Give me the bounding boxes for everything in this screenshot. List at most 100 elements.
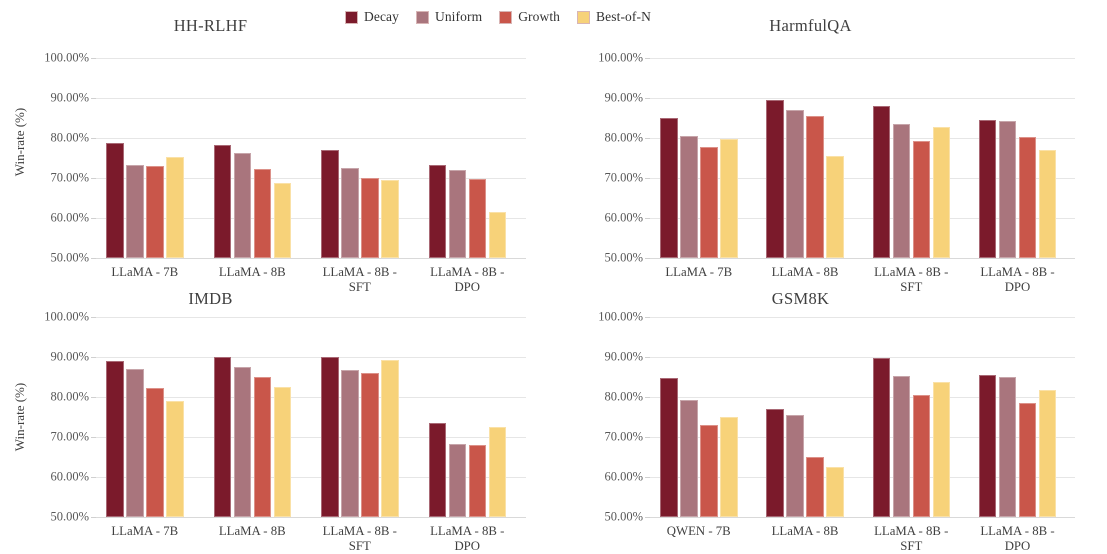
bar [806, 457, 824, 517]
x-axis-tick-label: LLaMA - 8B [771, 265, 839, 279]
x-axis-tick-label: LLaMA - 8B [218, 524, 286, 538]
x-axis-line [650, 517, 1075, 518]
bar [341, 168, 359, 258]
bar [381, 360, 399, 517]
bar [213, 357, 231, 517]
bar [468, 445, 486, 517]
bar [660, 118, 678, 258]
y-tick-label: 80.00% [604, 130, 643, 145]
x-axis-line [96, 258, 526, 259]
y-tick-mark [645, 218, 650, 219]
y-tick-mark [645, 98, 650, 99]
bar [321, 357, 339, 517]
bar [253, 168, 271, 258]
y-tick-mark [645, 58, 650, 59]
y-tick-label: 60.00% [604, 210, 643, 225]
bar [126, 165, 144, 258]
bar [700, 425, 718, 517]
bar [932, 382, 950, 517]
gridline [650, 477, 1075, 478]
y-tick-label: 70.00% [604, 170, 643, 185]
gridline [96, 138, 526, 139]
bar [806, 115, 824, 258]
legend-item-growth: Growth [499, 9, 560, 25]
y-tick-label: 60.00% [50, 210, 89, 225]
bar [146, 166, 164, 258]
y-tick-label: 70.00% [50, 429, 89, 444]
bar [361, 178, 379, 258]
bar [273, 387, 291, 517]
chart-panel-harmfulqa: HarmfulQA 100.00% 90.00% 80.00% 70.00% 60.00… [554, 14, 1107, 294]
y-tick-label: 90.00% [604, 349, 643, 364]
y-tick-mark [91, 98, 96, 99]
plot-area: 100.00% 90.00% 80.00% 70.00% 60.00% 50.00% QWE… [598, 310, 1075, 553]
gridline [650, 98, 1075, 99]
bar [106, 361, 124, 517]
bar [273, 182, 291, 258]
y-tick-mark [645, 397, 650, 398]
bar [233, 153, 251, 258]
plot-area: 100.00% 90.00% 80.00% 70.00% 60.00% 50.00% LLa… [44, 310, 526, 553]
bar [892, 376, 910, 517]
plot-area: 100.00% 90.00% 80.00% 70.00% 60.00% 50.00% LLa… [598, 51, 1075, 294]
legend-swatch-decay [345, 10, 358, 24]
bar [321, 150, 339, 258]
bar [488, 427, 506, 517]
bar [826, 467, 844, 517]
plot-inner: 100.00% 90.00% 80.00% 70.00% 60.00% 50.00% LLa… [44, 51, 526, 294]
legend-swatch-uniform [415, 10, 429, 24]
bar [766, 100, 784, 258]
legend-label-best-of-n: Best-of-N [596, 9, 651, 24]
x-axis-tick-label: LLaMA - 8B [218, 265, 286, 279]
y-tick-mark [91, 178, 96, 179]
y-tick-label: 100.00% [44, 309, 89, 324]
gridline [96, 98, 526, 99]
y-tick-label: 60.00% [50, 469, 89, 484]
bar [786, 110, 804, 258]
plot-inner: 100.00% 90.00% 80.00% 70.00% 60.00% 50.00% QWE… [598, 310, 1075, 553]
bar [720, 139, 738, 258]
y-tick-label: 70.00% [604, 429, 643, 444]
bar [146, 388, 164, 517]
y-axis-label: Win-rate (%) [12, 382, 28, 452]
bar [166, 401, 184, 517]
y-tick-mark [91, 317, 96, 318]
x-axis-tick-label: QWEN - 7B [666, 524, 731, 538]
y-tick-mark [645, 517, 650, 518]
panel-title: HH-RLHF [173, 16, 248, 35]
chart-panel-gsm8k: GSM8K 100.00% 90.00% 80.00% 70.00% 60.00% 50.… [554, 287, 1107, 553]
bars-layer [96, 317, 526, 517]
bar [428, 164, 446, 258]
bar [932, 126, 950, 258]
y-tick-mark [91, 218, 96, 219]
x-axis-tick-label: LLaMA - 8B - SFT [874, 524, 949, 553]
bar [428, 422, 446, 517]
gridline [96, 437, 526, 438]
y-tick-label: 70.00% [50, 170, 89, 185]
y-tick-mark [645, 317, 650, 318]
legend-item-uniform: Uniform [415, 9, 482, 25]
y-tick-label: 80.00% [604, 389, 643, 404]
y-tick-mark [91, 437, 96, 438]
bar [786, 415, 804, 517]
bars-layer [650, 317, 1075, 517]
bar [233, 366, 251, 517]
bar [700, 146, 718, 258]
y-tick-mark [91, 357, 96, 358]
bar [872, 357, 890, 517]
bar [126, 369, 144, 517]
chart-panel-imdb: IMDB Win-rate (%) 100.00% 90.00% 80.00% 70.… [0, 287, 553, 553]
x-axis-tick-label: LLaMA - 7B [111, 524, 179, 538]
y-axis-label: Win-rate (%) [12, 107, 28, 177]
y-tick-mark [645, 437, 650, 438]
gridline [96, 218, 526, 219]
bar [166, 157, 184, 258]
bar [468, 178, 486, 258]
y-tick-label: 100.00% [44, 50, 89, 65]
gridline [96, 317, 526, 318]
y-tick-mark [91, 397, 96, 398]
panel-title: GSM8K [771, 289, 830, 308]
bar [826, 156, 844, 258]
y-tick-label: 90.00% [50, 349, 89, 364]
